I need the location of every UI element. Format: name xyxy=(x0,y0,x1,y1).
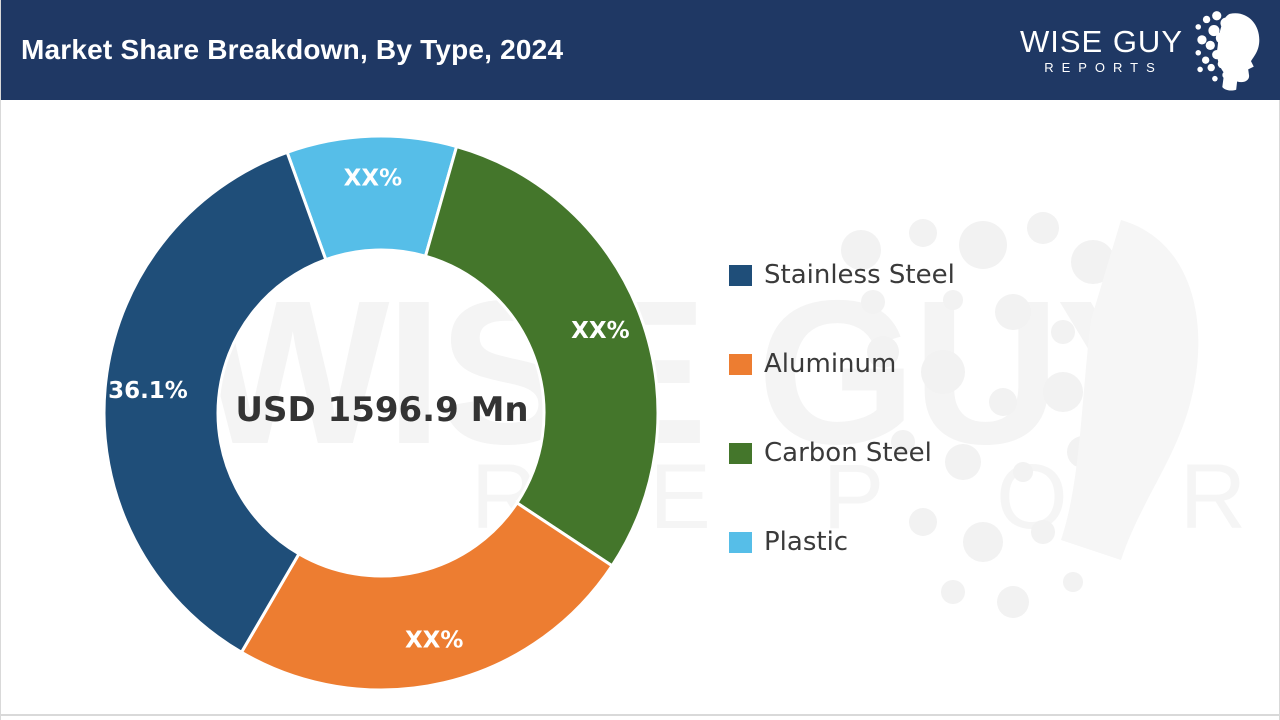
legend-item-stainless-steel: Stainless Steel xyxy=(729,259,955,291)
wise-guy-logo: WISE GUY REPORTS xyxy=(1020,8,1263,92)
legend-label: Stainless Steel xyxy=(764,260,955,290)
wise-guy-face-icon xyxy=(1195,11,1260,91)
chart-center-value: USD 1596.9 Mn xyxy=(235,390,529,430)
segment-label-carbon-steel: XX% xyxy=(571,318,630,344)
legend-swatch xyxy=(729,531,752,553)
donut-chart: XX% XX% XX% 36.1% xyxy=(102,134,660,692)
logo-text: WISE GUY REPORTS xyxy=(1020,26,1183,75)
legend-swatch xyxy=(729,264,752,286)
segment-label-plastic: XX% xyxy=(344,166,403,192)
legend-item-plastic: Plastic xyxy=(729,526,955,558)
header: Market Share Breakdown, By Type, 2024 WI… xyxy=(1,0,1280,100)
chart-area: WISE GUY REPORTS XX%XX%XX%36.1% USD 1596… xyxy=(1,100,1280,720)
legend-item-carbon-steel: Carbon Steel xyxy=(729,437,955,469)
donut-segment-carbon-steel xyxy=(423,145,660,568)
legend-label: Carbon Steel xyxy=(764,438,932,468)
segment-label-aluminum: XX% xyxy=(405,627,464,653)
legend-swatch xyxy=(729,353,752,375)
legend-item-aluminum: Aluminum xyxy=(729,348,955,380)
page-title: Market Share Breakdown, By Type, 2024 xyxy=(21,34,564,65)
donut-segment-stainless-steel xyxy=(102,150,328,654)
legend-swatch xyxy=(729,442,752,464)
legend-label: Plastic xyxy=(764,527,849,557)
legend-label: Aluminum xyxy=(764,349,897,379)
logo-subtitle: REPORTS xyxy=(1044,59,1163,75)
donut-segment-aluminum xyxy=(239,501,614,692)
legend: Stainless Steel Aluminum Carbon Steel Plast… xyxy=(729,259,955,558)
bottom-divider xyxy=(1,714,1280,716)
logo-wordmark: WISE GUY xyxy=(1019,23,1183,59)
segment-label-stainless-steel: 36.1% xyxy=(108,378,188,404)
